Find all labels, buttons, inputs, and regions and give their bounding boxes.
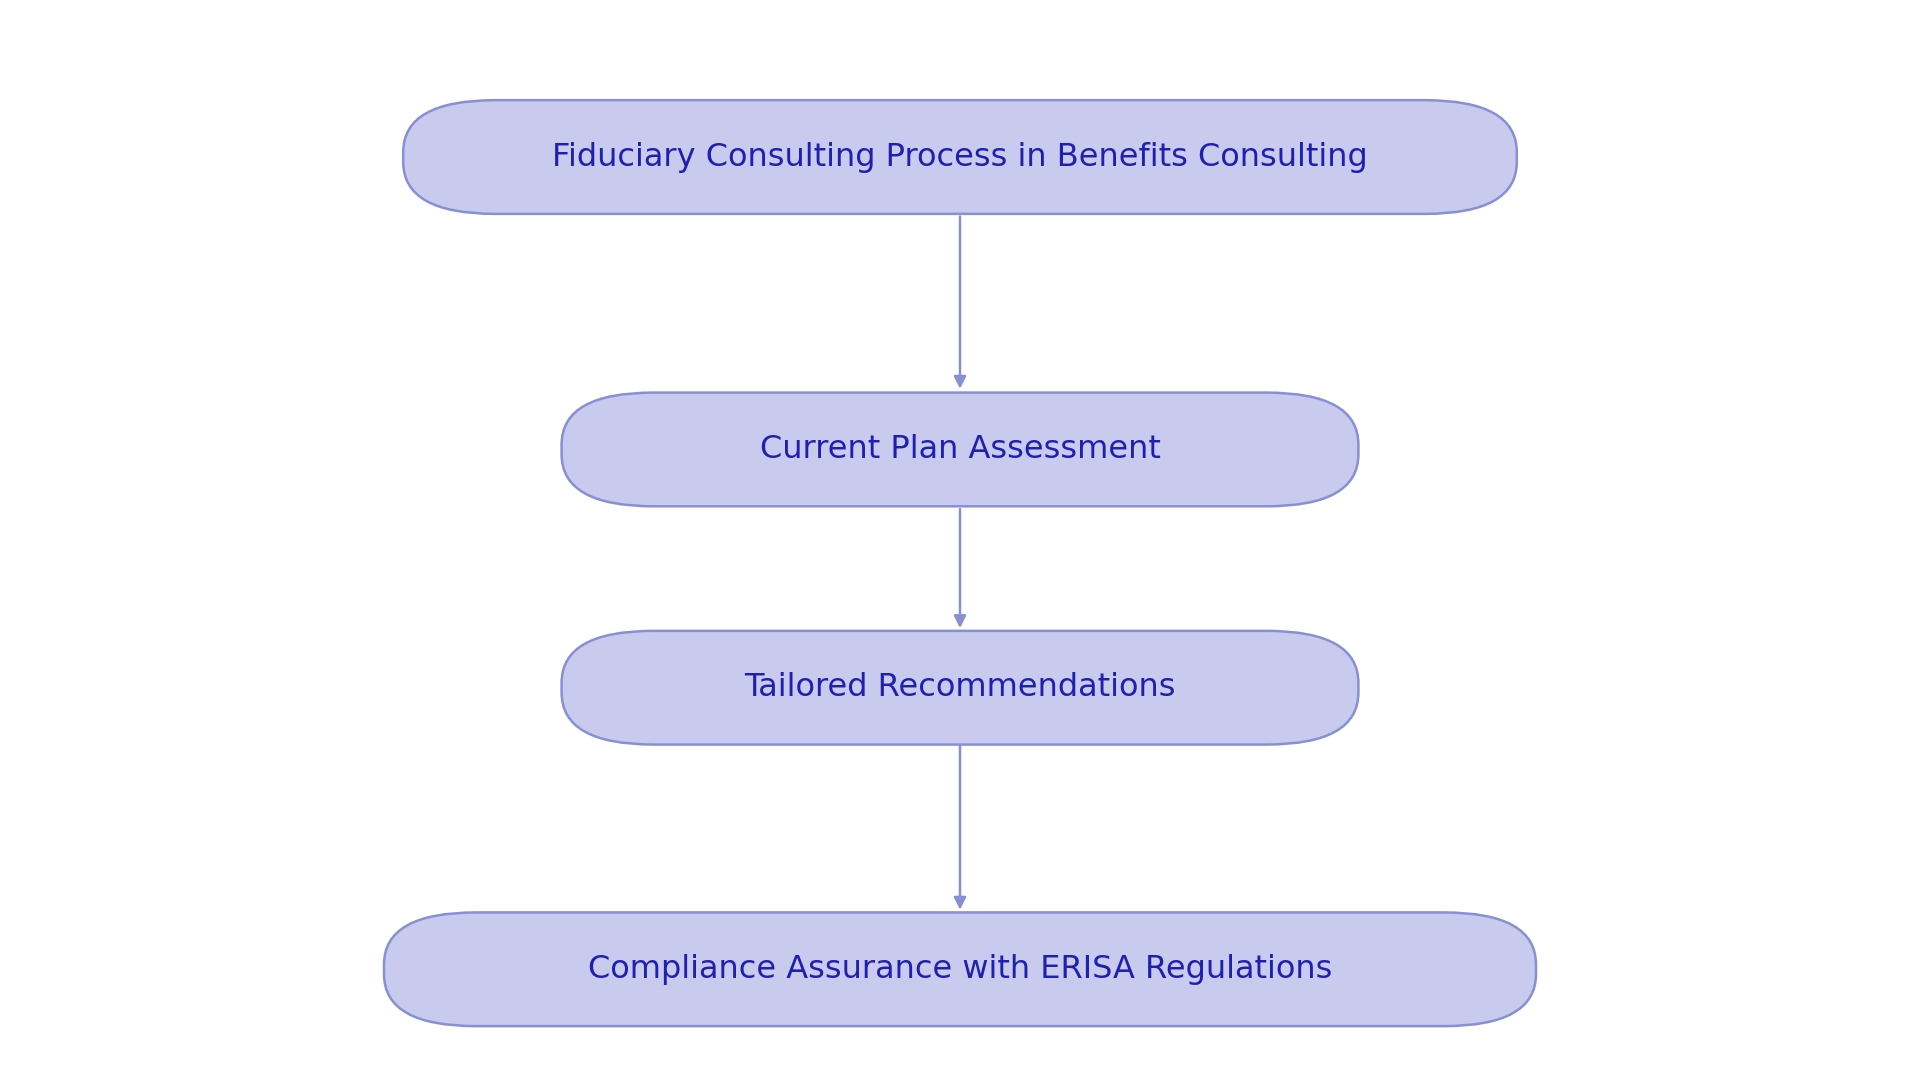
- FancyBboxPatch shape: [403, 101, 1517, 214]
- Text: Current Plan Assessment: Current Plan Assessment: [760, 434, 1160, 465]
- FancyBboxPatch shape: [561, 630, 1359, 745]
- FancyBboxPatch shape: [561, 393, 1359, 507]
- Text: Compliance Assurance with ERISA Regulations: Compliance Assurance with ERISA Regulati…: [588, 954, 1332, 984]
- Text: Fiduciary Consulting Process in Benefits Consulting: Fiduciary Consulting Process in Benefits…: [553, 142, 1367, 172]
- FancyBboxPatch shape: [384, 912, 1536, 1027]
- Text: Tailored Recommendations: Tailored Recommendations: [745, 673, 1175, 703]
